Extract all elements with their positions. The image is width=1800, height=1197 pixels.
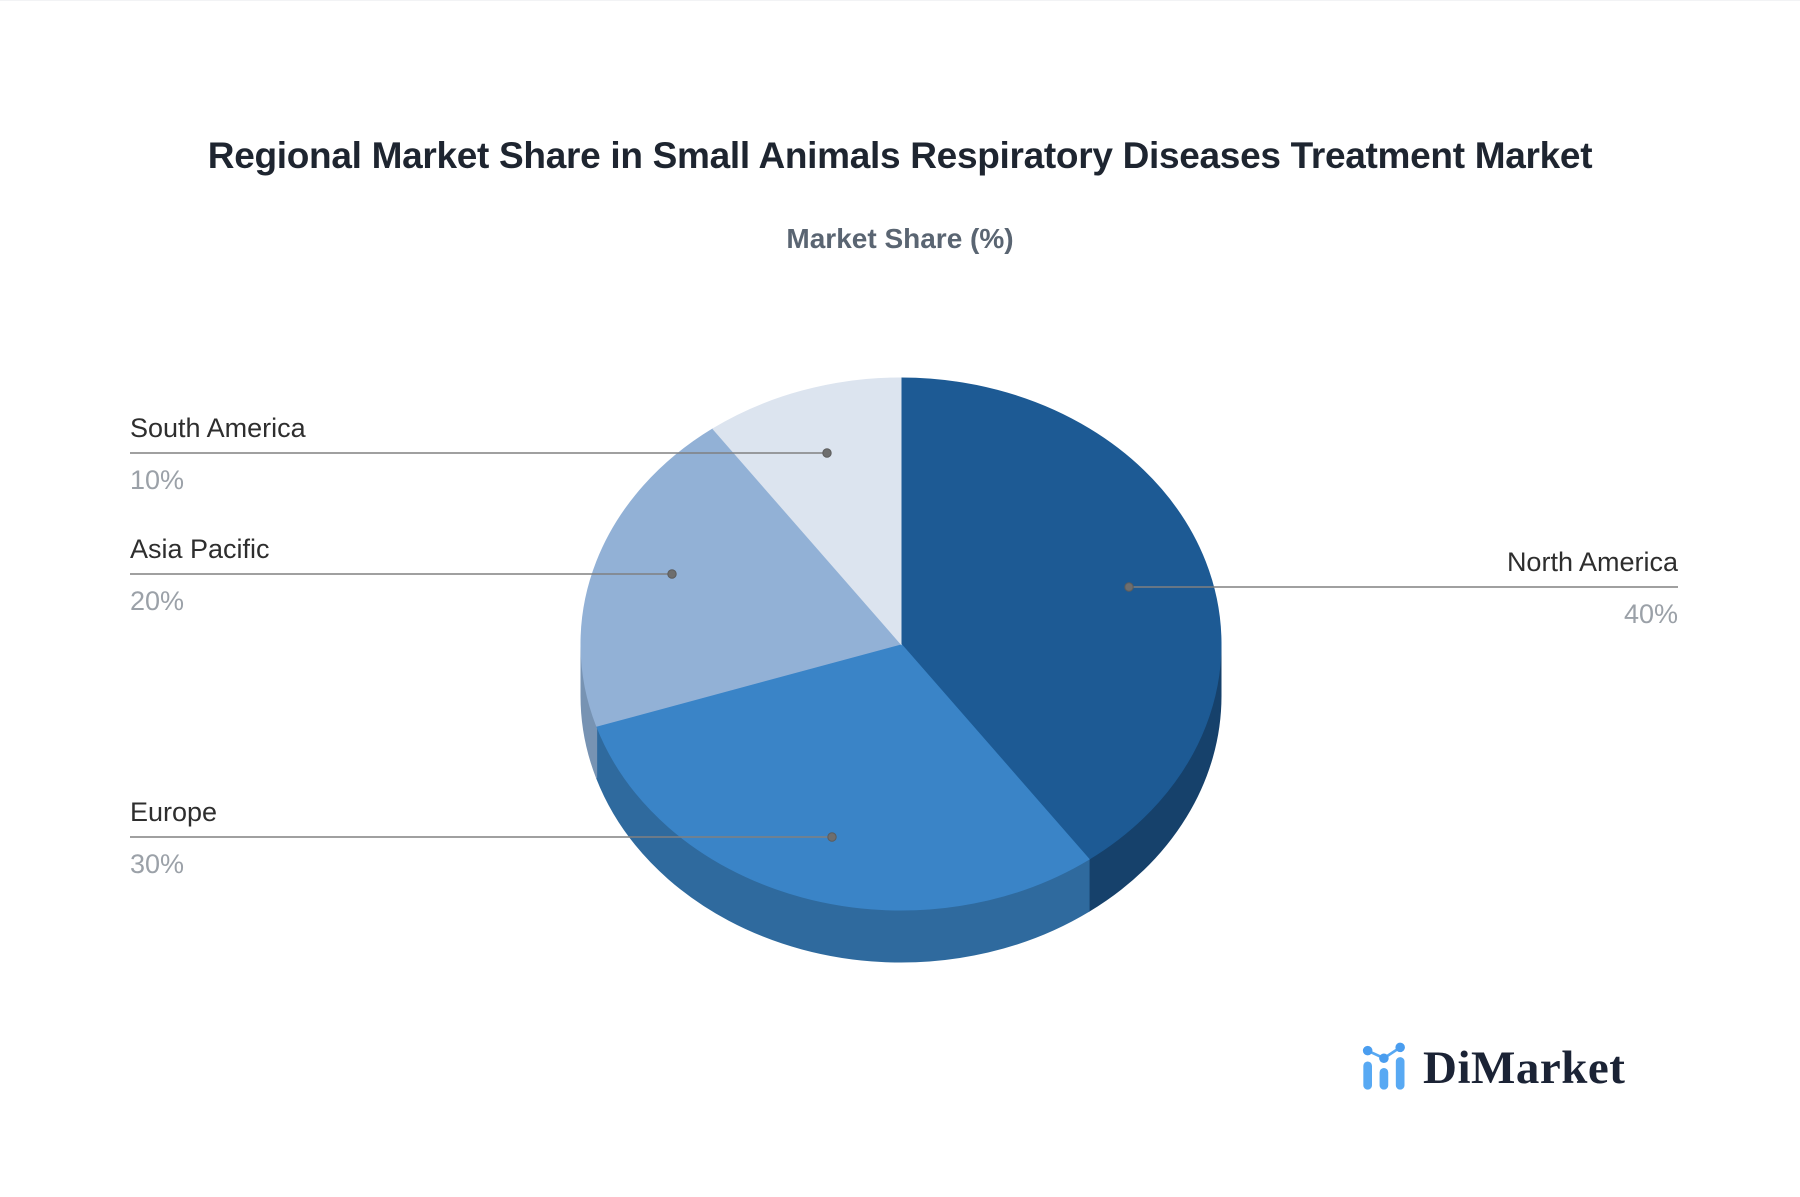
pie-slice-south-america[interactable] xyxy=(712,377,902,646)
slice-label-asia-pacific: Asia Pacific xyxy=(130,534,270,564)
pie-slice-europe[interactable] xyxy=(595,643,1090,911)
brand-logo: DiMarket xyxy=(1360,1041,1625,1095)
slice-label-north-america: North America xyxy=(1506,547,1678,577)
slice-label-europe: Europe xyxy=(130,797,218,827)
chart-title: Regional Market Share in Small Animals R… xyxy=(207,135,1593,176)
slice-value-europe: 30% xyxy=(130,849,185,879)
slice-label-south-america: South America xyxy=(130,413,306,443)
leader-dot-north-america xyxy=(1124,582,1134,592)
pie-slice-asia-pacific[interactable] xyxy=(580,428,902,727)
slice-value-north-america: 40% xyxy=(1623,599,1678,629)
slice-value-south-america: 10% xyxy=(130,465,185,495)
leader-dot-south-america xyxy=(822,448,832,458)
chart-subtitle: Market Share (%) xyxy=(786,223,1014,254)
bar-line-chart-icon xyxy=(1362,1042,1405,1090)
brand-name: DiMarket xyxy=(1423,1042,1626,1094)
leader-dot-asia-pacific xyxy=(667,569,677,579)
pie-slice-north-america[interactable] xyxy=(900,377,1222,860)
slice-value-asia-pacific: 20% xyxy=(130,586,185,616)
leader-dot-europe xyxy=(827,832,837,842)
